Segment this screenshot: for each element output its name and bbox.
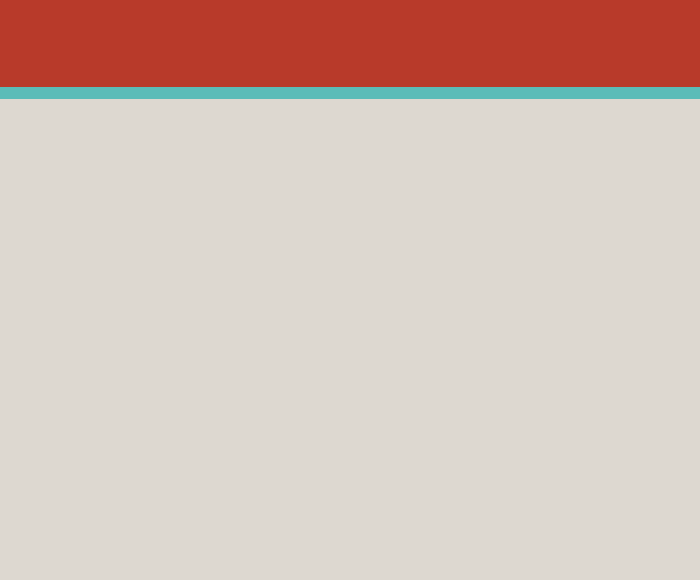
FancyBboxPatch shape xyxy=(351,387,517,435)
FancyBboxPatch shape xyxy=(92,313,244,361)
Text: Produces protective
pigment: Produces protective pigment xyxy=(187,434,282,454)
Text: Two layers: Two layers xyxy=(235,302,290,311)
Text: Keratinocyte: Keratinocyte xyxy=(52,404,130,418)
Text: SKIN: SKIN xyxy=(334,262,366,275)
FancyBboxPatch shape xyxy=(439,313,597,361)
Text: Epidermis: Epidermis xyxy=(135,331,201,344)
FancyBboxPatch shape xyxy=(10,140,682,182)
Text: B. Concept Mapping: B. Concept Mapping xyxy=(25,102,190,117)
Text: dense irregular: dense irregular xyxy=(386,404,482,418)
Text: Produces waterproofing
protein: Produces waterproofing protein xyxy=(34,434,148,454)
Text: melanocye: melanocye xyxy=(197,404,265,418)
Text: Areolar connective tissue: Areolar connective tissue xyxy=(364,490,497,499)
Text: Primary
tissue type: Primary tissue type xyxy=(403,435,458,456)
Text: Dermis: Dermis xyxy=(494,331,542,345)
Text: Skeletal Sy: Skeletal Sy xyxy=(0,297,191,326)
Text: Introduction: Introduction xyxy=(28,263,242,292)
FancyBboxPatch shape xyxy=(12,387,170,435)
FancyBboxPatch shape xyxy=(523,387,674,435)
FancyBboxPatch shape xyxy=(341,470,520,519)
FancyBboxPatch shape xyxy=(516,470,681,519)
Text: Connective tissu: Connective tissu xyxy=(552,490,645,499)
Text: dense irregular connective tissue  —dermis—  keratinocyte—  melanocyte—  papilla: dense irregular connective tissue —dermi… xyxy=(100,156,600,166)
Text: Two layers: Two layers xyxy=(494,368,549,378)
Text: Reticular layer: Reticular layer xyxy=(553,404,644,418)
Text: Cell  types: Cell types xyxy=(123,368,178,378)
FancyBboxPatch shape xyxy=(155,387,307,435)
FancyBboxPatch shape xyxy=(288,245,412,293)
Text: 1.  Fill in the blanks to complete this concept map outlining components of the : 1. Fill in the blanks to complete this c… xyxy=(25,120,493,130)
